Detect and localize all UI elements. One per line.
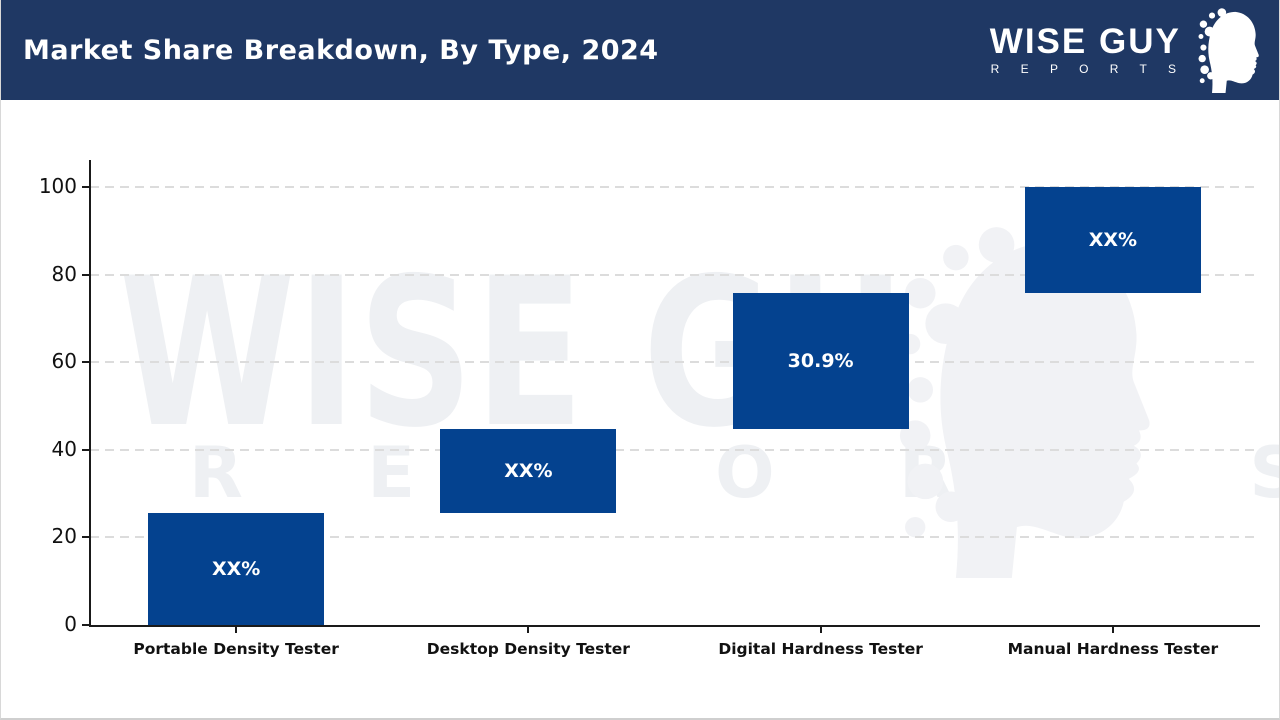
bar-value-label: XX%: [211, 557, 261, 580]
x-axis-line: [90, 625, 1260, 627]
y-tick-mark: [82, 186, 90, 188]
y-tick-label: 80: [51, 261, 77, 286]
y-tick-mark: [82, 273, 90, 276]
page-title: Market Share Breakdown, By Type, 2024: [23, 34, 659, 66]
x-tick-mark: [235, 627, 238, 633]
x-tick-mark: [1111, 627, 1114, 633]
y-tick-label: 60: [51, 349, 77, 374]
x-tick-mark: [819, 627, 822, 633]
logo-text: WISE GUY R E P O R T S: [986, 24, 1185, 76]
gridline-y-80: [90, 273, 1259, 276]
gridline-y-60: [90, 361, 1259, 364]
y-tick-mark: [82, 536, 90, 539]
y-tick-mark: [82, 624, 90, 626]
bar-segment: XX%: [148, 512, 325, 625]
y-tick-label: 20: [51, 524, 77, 549]
gridline-y-100: [90, 186, 1259, 188]
y-tick-label: 100: [38, 174, 77, 198]
x-tick-mark: [527, 627, 530, 633]
y-tick-mark: [82, 361, 90, 364]
y-axis-line: [89, 160, 91, 627]
gridline-y-20: [90, 536, 1259, 539]
y-tick-label: 40: [51, 436, 77, 461]
logo-sub-text: R E P O R T S: [990, 62, 1185, 76]
y-tick-mark: [82, 448, 90, 451]
x-category-label: Manual Hardness Tester: [1007, 640, 1219, 658]
y-tick-label: 0: [64, 612, 77, 636]
bar-segment: XX%: [440, 428, 617, 513]
bar-value-label: XX%: [504, 459, 553, 482]
bar-segment: 30.9%: [732, 293, 909, 429]
logo-brand-text: WISE GUY: [989, 22, 1181, 61]
x-category-label: Digital Hardness Tester: [718, 640, 923, 658]
x-category-label: Desktop Density Tester: [426, 640, 630, 658]
wiseguy-logo: WISE GUY R E P O R T S: [986, 7, 1280, 93]
gridline-y-40: [90, 448, 1259, 451]
header: Market Share Breakdown, By Type, 2024 WI…: [1, 0, 1280, 100]
bar-value-label: 30.9%: [787, 350, 854, 373]
x-category-label: Portable Density Tester: [133, 640, 339, 658]
